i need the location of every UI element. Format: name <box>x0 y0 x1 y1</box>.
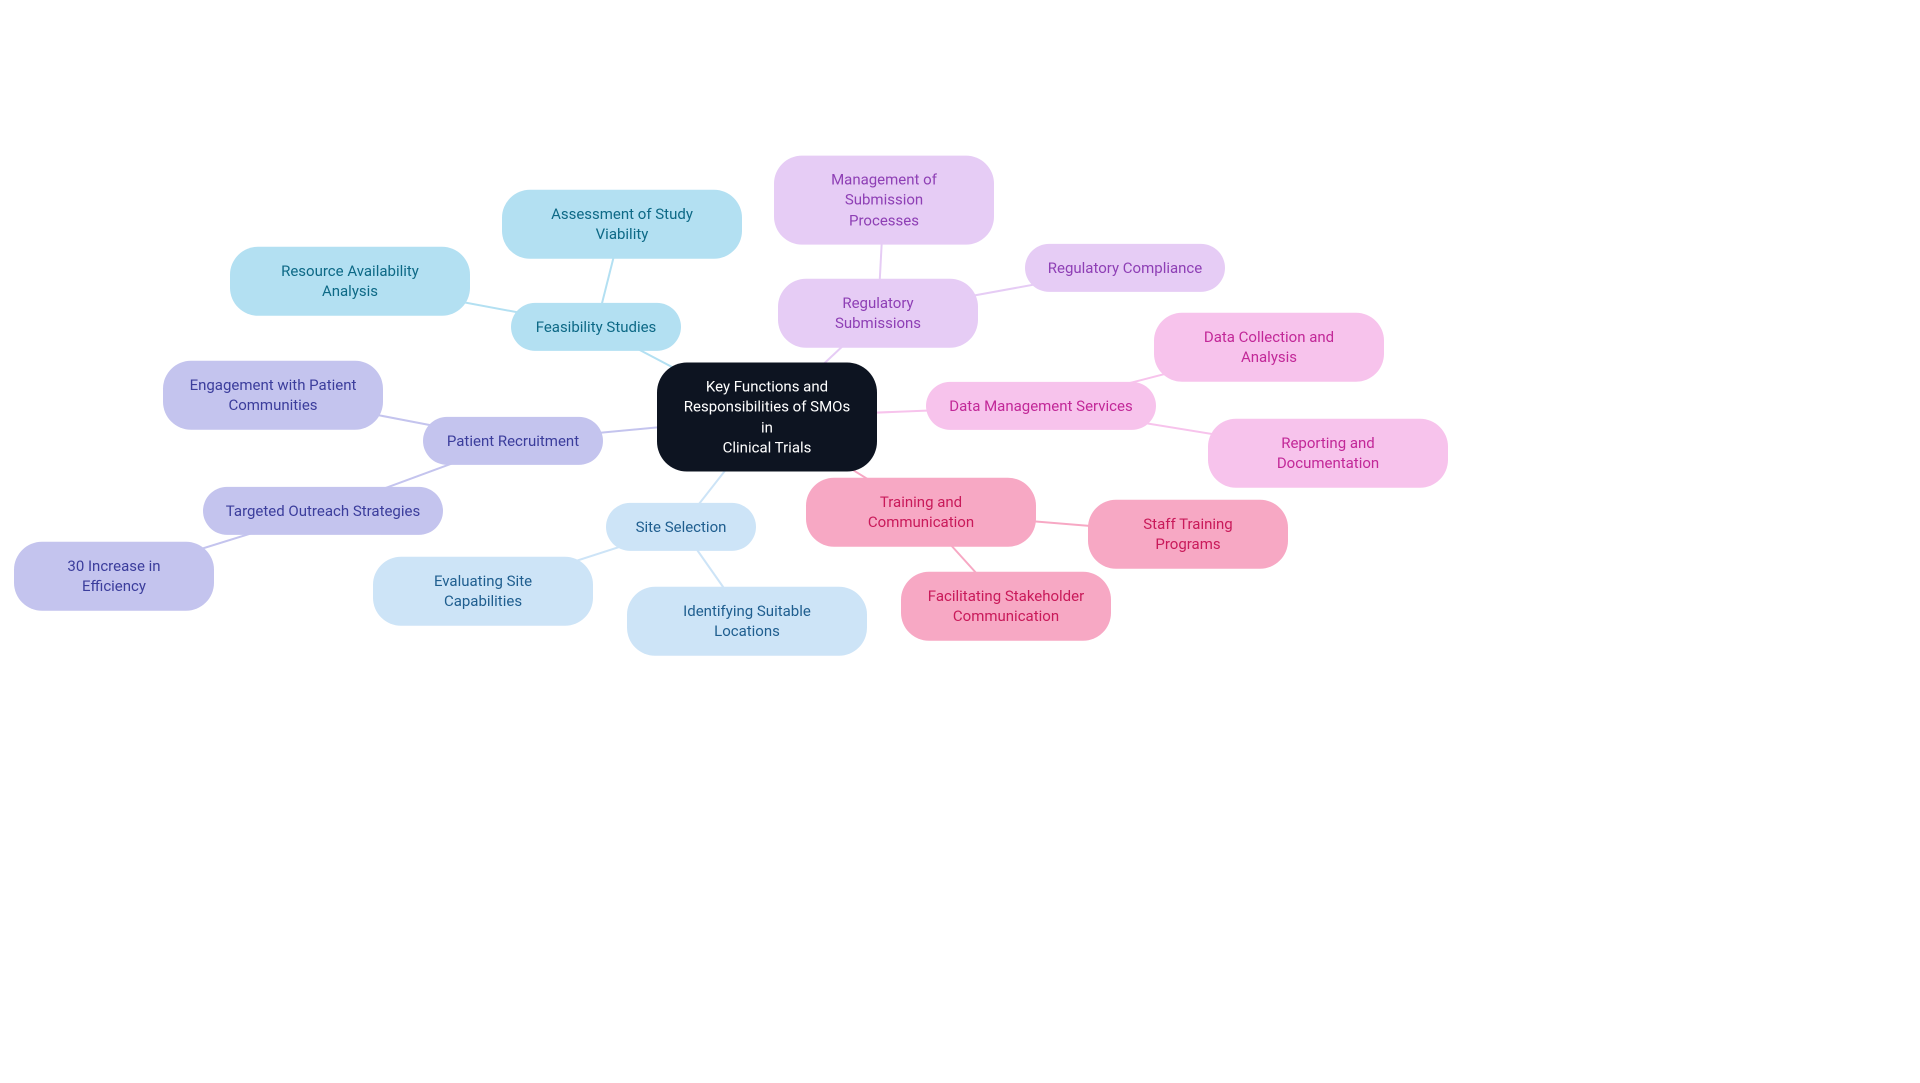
node-locations: Identifying Suitable Locations <box>627 587 867 656</box>
node-datamgmt: Data Management Services <box>926 382 1156 430</box>
node-staff: Staff Training Programs <box>1088 500 1288 569</box>
node-submission: Management of Submission Processes <box>774 156 994 245</box>
node-feasibility: Feasibility Studies <box>511 303 681 351</box>
node-outreach: Targeted Outreach Strategies <box>203 487 443 535</box>
node-capabilities: Evaluating Site Capabilities <box>373 557 593 626</box>
node-siteselection: Site Selection <box>606 503 756 551</box>
node-regulatory: Regulatory Submissions <box>778 279 978 348</box>
node-resource: Resource Availability Analysis <box>230 247 470 316</box>
node-recruitment: Patient Recruitment <box>423 417 603 465</box>
node-training: Training and Communication <box>806 478 1036 547</box>
node-viability: Assessment of Study Viability <box>502 190 742 259</box>
node-compliance: Regulatory Compliance <box>1025 244 1225 292</box>
node-engagement: Engagement with Patient Communities <box>163 361 383 430</box>
node-efficiency: 30 Increase in Efficiency <box>14 542 214 611</box>
node-central: Key Functions and Responsibilities of SM… <box>657 363 877 472</box>
node-collection: Data Collection and Analysis <box>1154 313 1384 382</box>
node-reporting: Reporting and Documentation <box>1208 419 1448 488</box>
node-comm: Facilitating Stakeholder Communication <box>901 572 1111 641</box>
